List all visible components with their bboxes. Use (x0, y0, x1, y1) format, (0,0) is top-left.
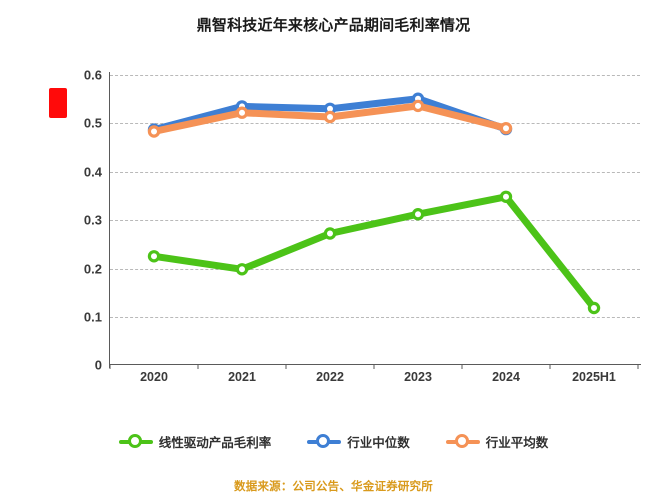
x-tickmark (637, 364, 639, 369)
y-tick-label: 0.4 (83, 164, 102, 180)
data-point-marker[interactable] (323, 227, 337, 240)
chart-legend: 线性驱动产品毛利率 行业中位数 行业平均数 (0, 432, 667, 451)
y-tick-label: 0.6 (83, 67, 102, 83)
data-point-marker[interactable] (499, 121, 513, 135)
data-point-marker[interactable] (235, 106, 249, 119)
legend-item-blue[interactable]: 行业中位数 (307, 432, 410, 451)
y-axis-line (109, 72, 110, 368)
y-tick-label: 0.2 (83, 261, 102, 277)
x-tickmark (285, 364, 287, 369)
legend-label-blue: 行业中位数 (347, 436, 410, 450)
series-line-0 (150, 193, 598, 312)
legend-label-orange: 行业平均数 (485, 436, 549, 450)
data-point-marker[interactable] (235, 263, 249, 276)
x-tick-label-2025h1: 2025H1 (572, 370, 616, 384)
legend-label-green: 线性驱动产品毛利率 (158, 436, 272, 450)
data-point-marker[interactable] (499, 190, 513, 203)
gridline (110, 269, 640, 270)
legend-marker-blue-circle-icon (307, 433, 342, 451)
data-point-marker[interactable] (147, 125, 161, 138)
x-tickmark (549, 364, 551, 369)
x-tickmark (373, 364, 375, 369)
x-tickmark (109, 364, 111, 369)
y-tick-label: 0.3 (83, 212, 102, 228)
x-tick-label-2020: 2020 (140, 370, 168, 384)
data-point-marker[interactable] (411, 99, 425, 113)
legend-marker-green-circle-icon (118, 433, 153, 451)
x-tick-label-2024: 2024 (492, 370, 520, 384)
gridline (110, 317, 640, 318)
legend-item-green[interactable]: 线性驱动产品毛利率 (118, 432, 272, 451)
data-point-marker[interactable] (323, 110, 337, 124)
legend-item-orange[interactable]: 行业平均数 (445, 432, 549, 451)
gridline (110, 172, 640, 173)
y-axis-tick-labels: 0.6 0.5 0.4 0.3 0.2 0.1 0 (56, 0, 102, 500)
gridline (110, 123, 640, 124)
data-point-marker[interactable] (587, 301, 601, 315)
y-tick-label: 0.1 (83, 309, 102, 325)
y-tick-label: 0 (94, 357, 102, 373)
data-point-marker[interactable] (147, 250, 161, 263)
x-tickmark (461, 364, 463, 369)
chart-source-caption: 数据来源：公司公告、华金证券研究所 (234, 481, 433, 493)
x-tick-label-2021: 2021 (228, 370, 256, 384)
red-highlight-marker (49, 88, 67, 118)
legend-marker-orange-circle-icon (445, 433, 480, 451)
gridline (110, 75, 640, 76)
x-tickmark (197, 364, 199, 369)
x-axis-line (109, 364, 641, 365)
data-point-marker[interactable] (411, 207, 425, 221)
x-tick-label-2022: 2022 (316, 370, 344, 384)
chart-title: 鼎智科技近年来核心产品期间毛利率情况 (196, 17, 471, 34)
y-tick-label: 0.5 (83, 115, 102, 131)
x-tick-label-2023: 2023 (404, 370, 432, 384)
